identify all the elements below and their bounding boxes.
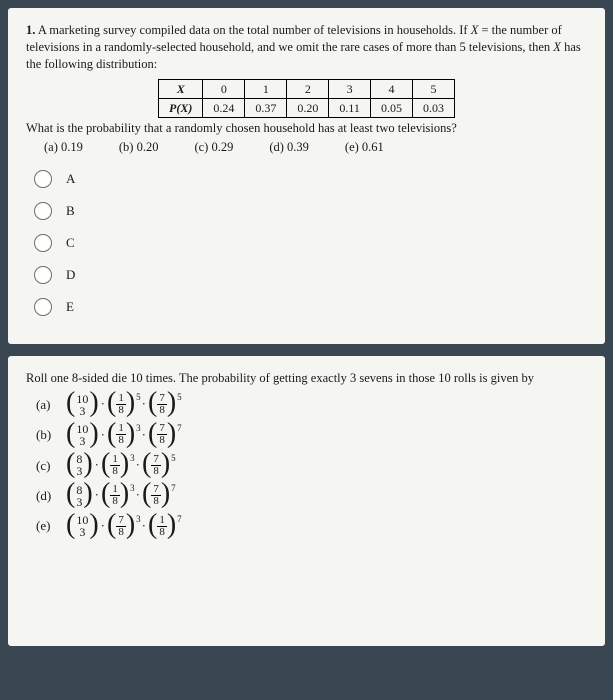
cell: 5 <box>412 79 454 98</box>
table-row: P(X) 0.24 0.37 0.20 0.11 0.05 0.03 <box>159 98 455 117</box>
radio-label: B <box>66 202 75 220</box>
cell: 0.03 <box>412 98 454 117</box>
q1-answer-d: (d) 0.39 <box>269 139 309 156</box>
radio-icon <box>34 234 52 252</box>
option-label: (a) <box>36 396 58 414</box>
option-label: (c) <box>36 457 58 475</box>
q2-option-a: (a) (103)·(18)5·(78)5 <box>36 393 587 417</box>
cell: 4 <box>370 79 412 98</box>
q1-prompt: 1. A marketing survey compiled data on t… <box>26 22 587 73</box>
question-1-card: 1. A marketing survey compiled data on t… <box>8 8 605 344</box>
option-label: (e) <box>36 517 58 535</box>
q1-text-1: A marketing survey compiled data on the … <box>38 23 471 37</box>
row-label-px: P(X) <box>159 98 203 117</box>
q1-number: 1. <box>26 23 35 37</box>
table-row: X 0 1 2 3 4 5 <box>159 79 455 98</box>
q1-radio-group: A B C D E <box>26 170 587 316</box>
q1-answer-b: (b) 0.20 <box>119 139 159 156</box>
q2-options-list: (a) (103)·(18)5·(78)5 (b) (103)·(18)3·(78)7… <box>36 393 587 539</box>
radio-option-b[interactable]: B <box>34 202 587 220</box>
radio-label: E <box>66 298 74 316</box>
q1-answer-c: (c) 0.29 <box>194 139 233 156</box>
cell: 0 <box>203 79 245 98</box>
option-formula: (103)·(78)3·(18)7 <box>66 514 181 538</box>
radio-icon <box>34 170 52 188</box>
cell: 0.24 <box>203 98 245 117</box>
option-formula: (103)·(18)5·(78)5 <box>66 393 181 417</box>
cell: 1 <box>245 79 287 98</box>
q2-option-c: (c) (83)·(18)3·(78)5 <box>36 453 587 477</box>
option-label: (d) <box>36 487 58 505</box>
radio-icon <box>34 266 52 284</box>
radio-label: A <box>66 170 75 188</box>
radio-option-d[interactable]: D <box>34 266 587 284</box>
q1-answer-a: (a) 0.19 <box>44 139 83 156</box>
cell: 0.05 <box>370 98 412 117</box>
option-label: (b) <box>36 426 58 444</box>
radio-option-a[interactable]: A <box>34 170 587 188</box>
cell: 0.20 <box>287 98 329 117</box>
radio-label: D <box>66 266 75 284</box>
option-formula: (83)·(18)3·(78)5 <box>66 453 175 477</box>
radio-label: C <box>66 234 75 252</box>
q1-table-wrap: X 0 1 2 3 4 5 P(X) 0.24 0.37 0.20 0.11 0… <box>26 79 587 118</box>
row-label-x: X <box>159 79 203 98</box>
q2-prompt: Roll one 8-sided die 10 times. The proba… <box>26 370 587 387</box>
option-formula: (103)·(18)3·(78)7 <box>66 423 181 447</box>
q1-var-x2: X <box>553 40 561 54</box>
question-2-card: Roll one 8-sided die 10 times. The proba… <box>8 356 605 646</box>
cell: 0.37 <box>245 98 287 117</box>
cell: 2 <box>287 79 329 98</box>
radio-icon <box>34 202 52 220</box>
q1-subquestion: What is the probability that a randomly … <box>26 120 587 137</box>
q2-option-d: (d) (83)·(18)3·(78)7 <box>36 484 587 508</box>
q1-answer-e: (e) 0.61 <box>345 139 384 156</box>
cell: 0.11 <box>329 98 371 117</box>
q1-answer-row: (a) 0.19 (b) 0.20 (c) 0.29 (d) 0.39 (e) … <box>44 139 587 156</box>
radio-option-e[interactable]: E <box>34 298 587 316</box>
q2-option-b: (b) (103)·(18)3·(78)7 <box>36 423 587 447</box>
radio-option-c[interactable]: C <box>34 234 587 252</box>
radio-icon <box>34 298 52 316</box>
q2-option-e: (e) (103)·(78)3·(18)7 <box>36 514 587 538</box>
cell: 3 <box>329 79 371 98</box>
option-formula: (83)·(18)3·(78)7 <box>66 484 175 508</box>
q1-distribution-table: X 0 1 2 3 4 5 P(X) 0.24 0.37 0.20 0.11 0… <box>158 79 455 118</box>
